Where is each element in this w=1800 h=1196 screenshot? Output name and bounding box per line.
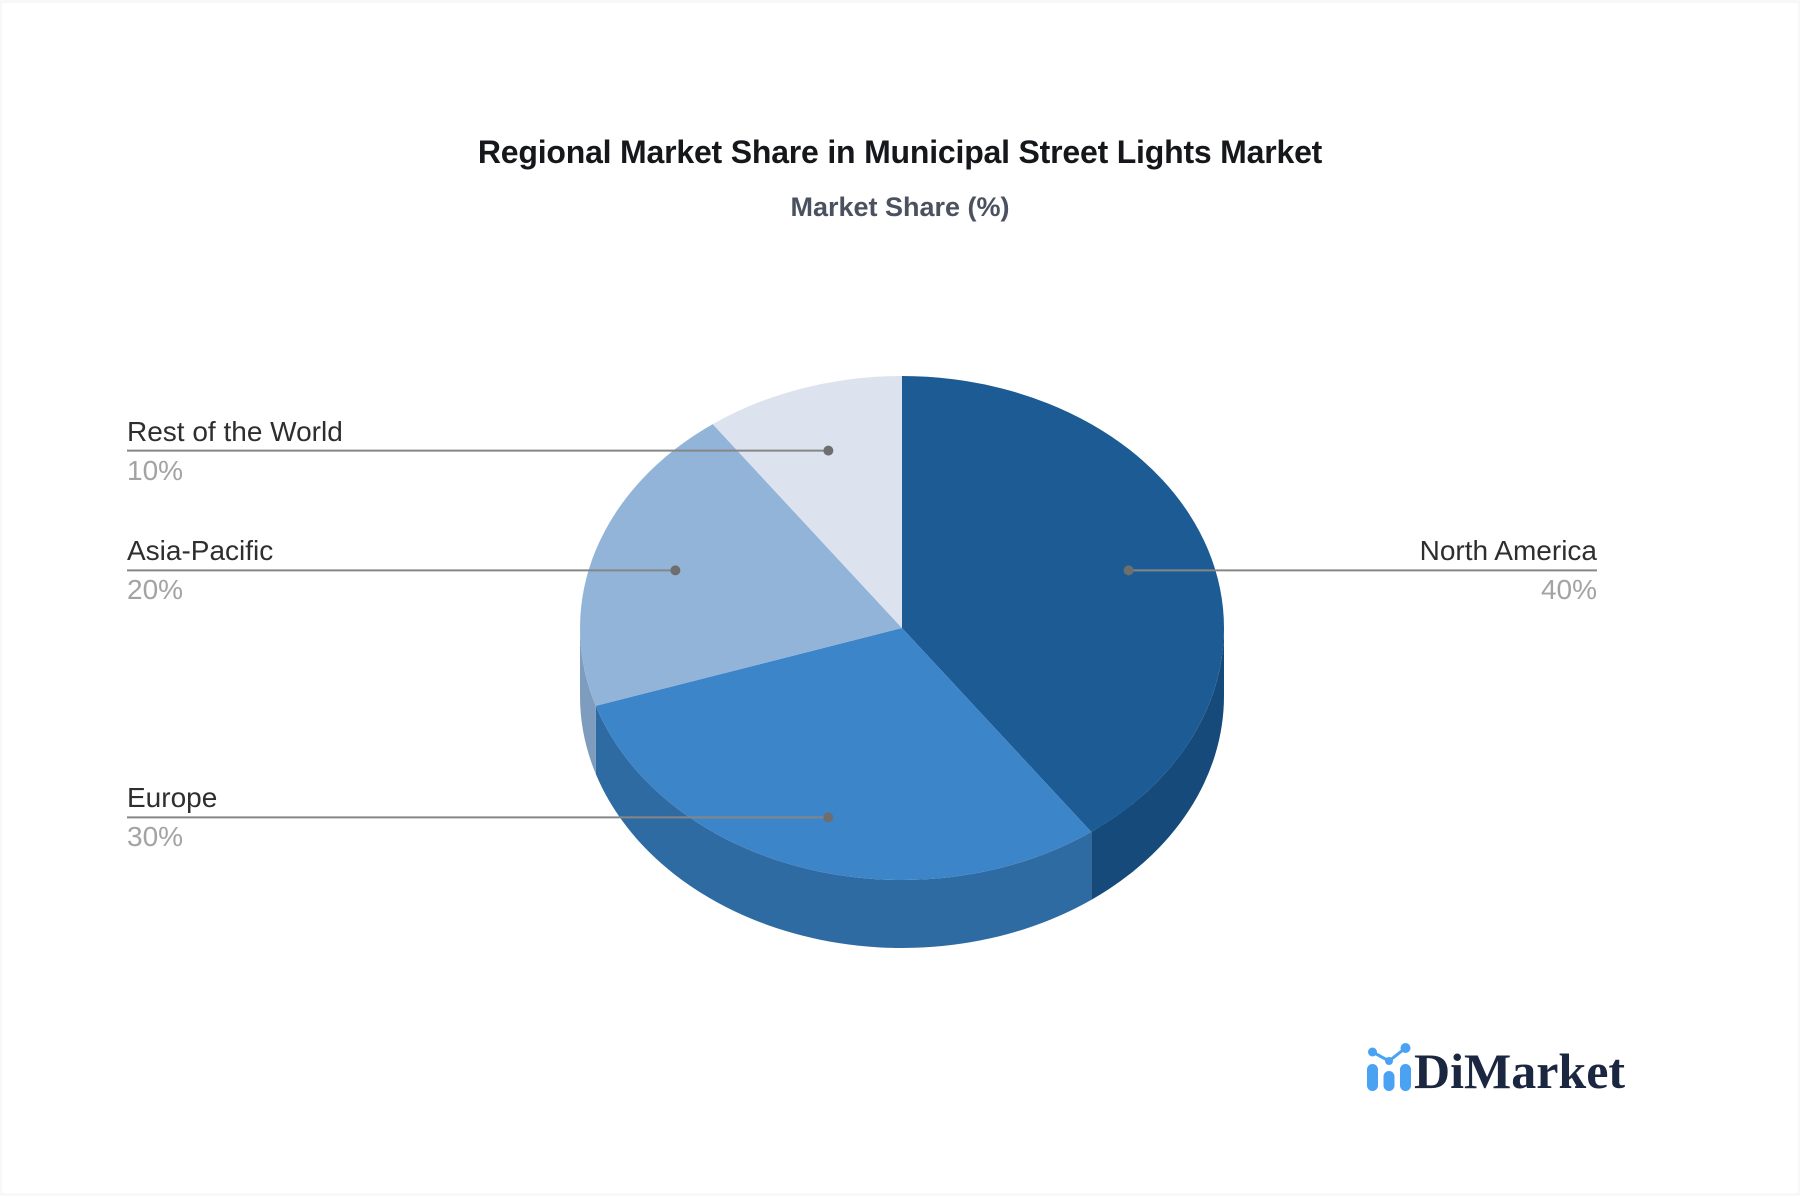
- brand-logo-text: DiMarket: [1414, 1043, 1626, 1099]
- logo-trend-dot: [1385, 1057, 1393, 1065]
- label-connector-dot: [670, 565, 681, 576]
- slice-label-name: Rest of the World: [127, 415, 343, 447]
- bar-line-chart-icon: [1367, 1043, 1411, 1091]
- pie-slice-europe-side: [595, 705, 1092, 949]
- label-connector-dot: [823, 812, 834, 823]
- page-border-bottom: [0, 1193, 1800, 1196]
- label-connector-dot: [823, 445, 834, 456]
- pie-slice-north-america[interactable]: [902, 376, 1224, 832]
- pie-slice-asia-pacific-side: [580, 628, 596, 774]
- logo-bar: [1367, 1064, 1378, 1091]
- label-connector-dot: [1123, 565, 1134, 576]
- pie-slice-asia-pacific[interactable]: [580, 424, 902, 706]
- page-border-left: [0, 0, 2, 1196]
- pie-slice-north-america-side: [1091, 628, 1224, 900]
- slice-label-value: 40%: [1540, 574, 1597, 606]
- pie-slice-rest-of-the-world[interactable]: [712, 376, 902, 628]
- slice-label-value: 10%: [127, 454, 184, 486]
- slice-label-name: North America: [1419, 535, 1597, 567]
- page-border-right: [1798, 0, 1800, 1196]
- chart-title: Regional Market Share in Municipal Stree…: [477, 134, 1323, 170]
- slice-label-name: Europe: [127, 782, 218, 814]
- page-border-top: [0, 0, 1800, 3]
- logo-bar: [1383, 1071, 1395, 1091]
- slice-label-value: 30%: [127, 821, 184, 853]
- chart-subtitle: Market Share (%): [790, 192, 1010, 222]
- logo-trend-dot: [1368, 1047, 1377, 1057]
- slice-label-value: 20%: [127, 574, 184, 606]
- logo-bar: [1400, 1064, 1411, 1091]
- logo-trend-dot: [1400, 1043, 1411, 1053]
- slice-label-name: Asia-Pacific: [127, 535, 274, 567]
